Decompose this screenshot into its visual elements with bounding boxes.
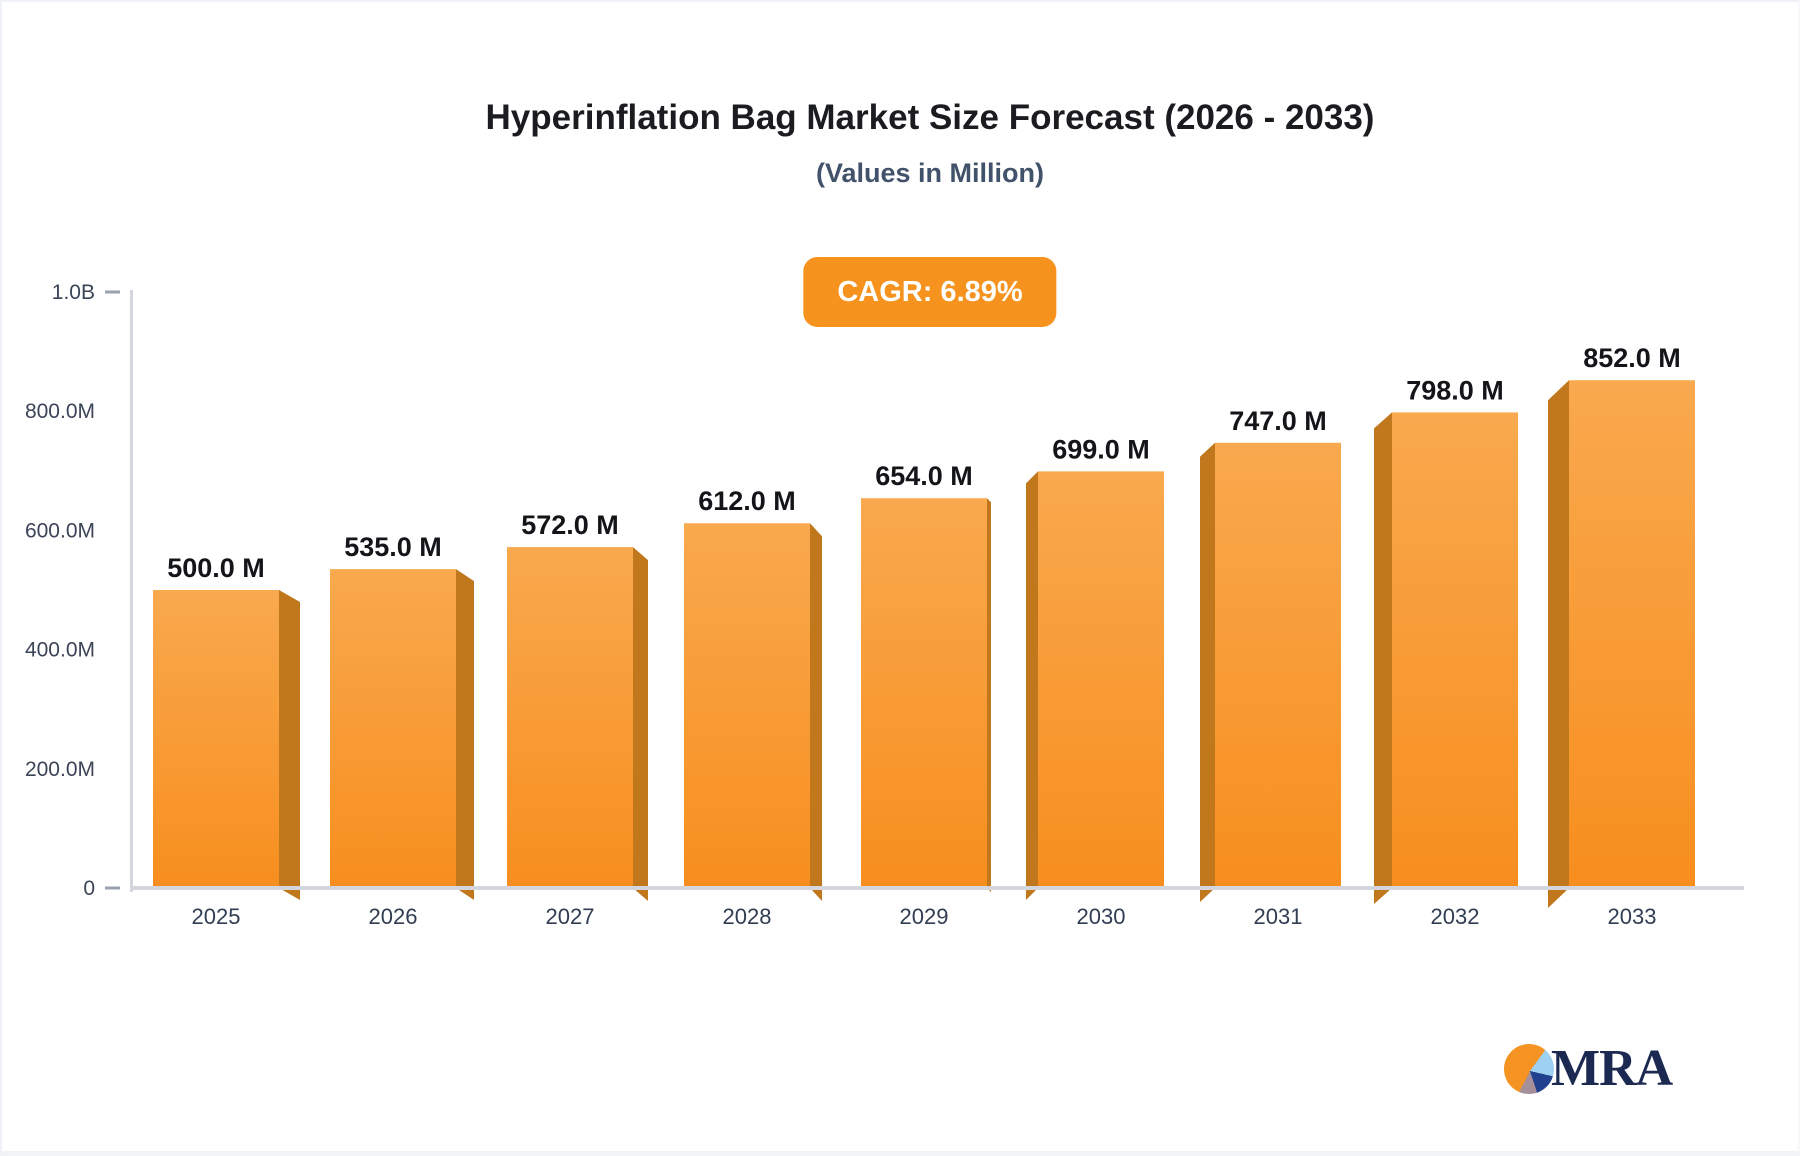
y-tick-dash xyxy=(105,290,120,294)
y-tick-label: 600.0M xyxy=(25,519,95,542)
pie-chart-logo-icon xyxy=(1504,1044,1554,1094)
bar-2032 xyxy=(1392,412,1518,888)
bar-2027 xyxy=(507,547,633,888)
x-tick-label-2030: 2030 xyxy=(1077,904,1126,929)
y-axis-line xyxy=(130,290,133,892)
value-label-2028: 612.0 M xyxy=(698,486,796,516)
bar-side-2031 xyxy=(1200,442,1215,902)
x-tick-label-2032: 2032 xyxy=(1431,904,1480,929)
x-tick-label-2027: 2027 xyxy=(546,904,595,929)
bar-side-2033 xyxy=(1548,380,1569,908)
x-tick-label-2025: 2025 xyxy=(192,904,241,929)
value-label-2026: 535.0 M xyxy=(344,532,442,562)
bar-side-2030 xyxy=(1026,471,1038,900)
bar-2026 xyxy=(330,569,456,888)
x-tick-label-2029: 2029 xyxy=(900,904,949,929)
bar-2031 xyxy=(1215,442,1341,888)
y-tick-label: 1.0B xyxy=(52,281,95,304)
bar-side-2029 xyxy=(987,498,991,892)
y-tick-label: 0 xyxy=(83,877,95,900)
bar-2028 xyxy=(684,523,810,888)
x-tick-label-2033: 2033 xyxy=(1608,904,1657,929)
x-axis-line xyxy=(130,886,1744,890)
x-tick-label-2031: 2031 xyxy=(1254,904,1303,929)
mra-logo-text: MRA xyxy=(1551,1040,1673,1097)
x-tick-label-2026: 2026 xyxy=(369,904,418,929)
x-tick-label-2028: 2028 xyxy=(723,904,772,929)
mra-logo: MRA xyxy=(1504,1038,1673,1100)
value-label-2027: 572.0 M xyxy=(521,510,619,540)
bar-2033 xyxy=(1569,380,1695,888)
value-label-2029: 654.0 M xyxy=(875,461,973,491)
value-label-2030: 699.0 M xyxy=(1052,434,1150,464)
y-tick-label: 200.0M xyxy=(25,758,95,781)
bar-side-2025 xyxy=(279,590,300,900)
bar-side-2026 xyxy=(456,569,474,900)
value-label-2032: 798.0 M xyxy=(1406,375,1504,405)
value-label-2033: 852.0 M xyxy=(1583,343,1681,373)
y-tick-label: 400.0M xyxy=(25,639,95,662)
bar-2030 xyxy=(1038,471,1164,888)
y-tick-label: 800.0M xyxy=(25,400,95,423)
y-tick-dash xyxy=(105,886,120,890)
bar-2025 xyxy=(153,590,279,888)
value-label-2025: 500.0 M xyxy=(167,553,265,583)
bar-side-2027 xyxy=(633,547,648,901)
bar-2029 xyxy=(861,498,987,888)
value-label-2031: 747.0 M xyxy=(1229,406,1327,436)
bar-side-2028 xyxy=(810,523,822,901)
bar-side-2032 xyxy=(1374,412,1392,904)
